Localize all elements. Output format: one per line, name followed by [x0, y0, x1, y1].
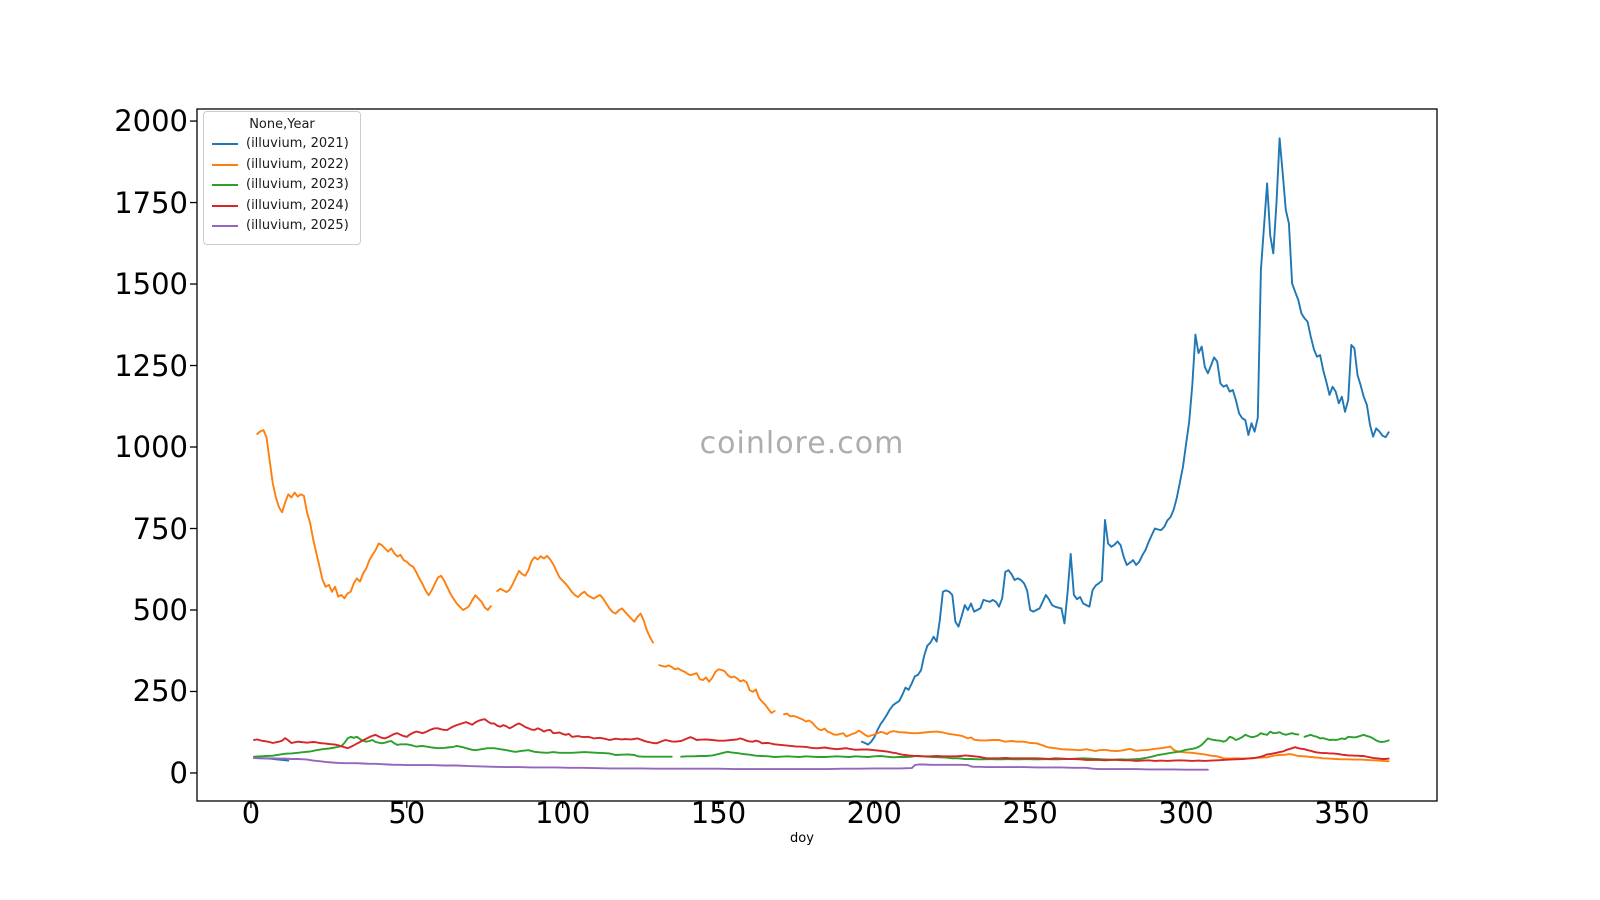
x-tick-label: 300: [1158, 796, 1214, 830]
plot-border: [196, 108, 1438, 802]
y-tick-label: 500: [132, 592, 188, 627]
series-lines: [253, 137, 1390, 771]
x-tick-label: 250: [1002, 796, 1058, 830]
series-line-2023: [253, 735, 673, 758]
legend-items: (illuvium, 2021) (illuvium, 2022) (illuviu…: [212, 134, 352, 237]
y-tick-label: 250: [132, 674, 188, 709]
series-line-2024: [253, 718, 1390, 762]
y-tick-label: 1750: [114, 185, 188, 220]
series-line-2022: [658, 664, 776, 714]
legend-item: (illuvium, 2021): [212, 134, 352, 155]
x-axis-label: doy: [790, 831, 814, 846]
x-tick-label: 350: [1314, 796, 1370, 830]
legend-item: (illuvium, 2022): [212, 155, 352, 176]
y-tick-label: 1000: [114, 430, 188, 464]
legend-line-swatch: [212, 184, 238, 187]
legend-item: (illuvium, 2024): [212, 196, 352, 217]
legend-line-swatch: [212, 204, 238, 207]
x-tick-label: 150: [690, 796, 747, 830]
y-tick-label: 1500: [114, 267, 188, 302]
legend-title: None,Year: [249, 117, 315, 132]
axis-tick-marks: [190, 120, 1343, 808]
legend-item-label: (illuvium, 2021): [246, 136, 349, 152]
x-tick-label: 200: [846, 796, 903, 830]
legend-item: (illuvium, 2025): [212, 216, 352, 237]
x-tick-label: 0: [241, 796, 261, 830]
series-line-2022: [783, 712, 1390, 763]
series-line-2022: [496, 554, 654, 644]
y-tick-label: 2000: [114, 104, 188, 139]
legend-item: (illuvium, 2023): [212, 175, 352, 196]
watermark: coinlore.com: [699, 426, 905, 461]
series-line-2023: [1303, 733, 1390, 743]
legend-item-label: (illuvium, 2025): [246, 218, 349, 234]
x-tick-label: 100: [534, 796, 591, 830]
y-tick-label: 0: [169, 755, 188, 790]
legend-item-label: (illuvium, 2023): [246, 177, 349, 193]
series-line-2022: [256, 429, 492, 611]
y-tick-label: 750: [132, 511, 188, 546]
legend-line-swatch: [212, 143, 238, 146]
series-line-2021: [860, 137, 1390, 746]
x-tick-label: 50: [388, 796, 426, 830]
legend-line-swatch: [212, 163, 238, 166]
series-line-2025: [253, 757, 1209, 771]
y-tick-label: 1250: [114, 348, 188, 383]
legend-item-label: (illuvium, 2022): [246, 156, 349, 172]
legend: None,Year (illuvium, 2021) (illuvium, 202…: [203, 111, 361, 245]
legend-item-label: (illuvium, 2024): [246, 197, 349, 213]
legend-line-swatch: [212, 225, 238, 228]
